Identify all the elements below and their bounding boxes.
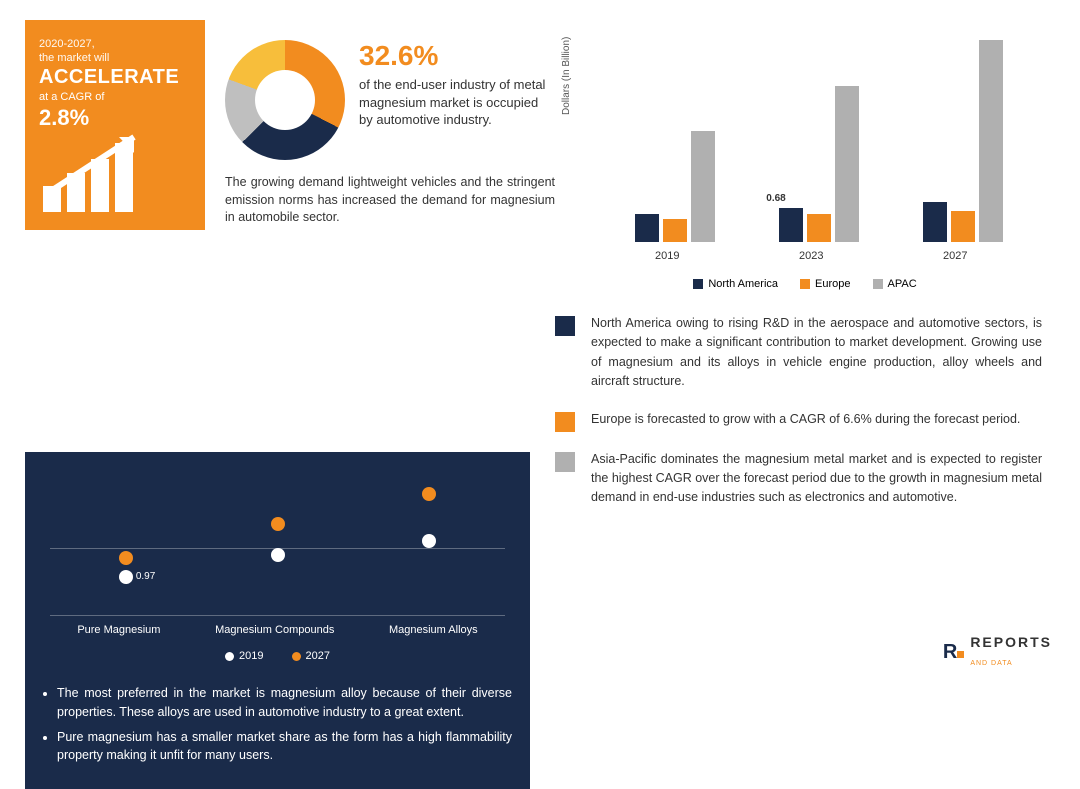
- growth-bars-arrow-icon: [39, 131, 169, 216]
- left-column: 2020-2027, the market will ACCELERATE at…: [25, 20, 530, 789]
- accelerate-box: 2020-2027, the market will ACCELERATE at…: [25, 20, 205, 230]
- bar: [691, 131, 715, 242]
- bar-plot-area: 2019202320270.68: [603, 30, 1035, 242]
- scatter-dot: [271, 517, 285, 531]
- scatter-axis-line: [50, 615, 505, 616]
- accel-accelerate: ACCELERATE: [39, 66, 191, 89]
- scatter-plot-area: 0.97: [50, 480, 505, 616]
- logo: R REPORTS AND DATA: [943, 634, 1052, 670]
- logo-r-icon: R: [943, 641, 964, 664]
- bullet-item: Pure magnesium has a smaller market shar…: [57, 728, 512, 766]
- accel-pretext: the market will: [39, 52, 191, 64]
- bar-ylabel: Dollars (In Billion): [561, 37, 572, 115]
- donut-block: 32.6% of the end-user industry of metal …: [225, 40, 555, 227]
- donut-row: 32.6% of the end-user industry of metal …: [225, 40, 555, 160]
- note-text: North America owing to rising R&D in the…: [591, 314, 1050, 392]
- bar-value-label: 0.68: [766, 193, 785, 204]
- logo-sub: AND DATA: [970, 660, 1012, 667]
- scatter-category: Pure Magnesium: [77, 624, 160, 636]
- scatter-legend-item: 2019: [225, 650, 263, 662]
- bar-group: [764, 86, 874, 242]
- note-swatch: [555, 412, 575, 432]
- bar-category-label: 2019: [655, 250, 679, 262]
- bar: [779, 208, 803, 242]
- bar-legend-item: APAC: [873, 278, 917, 290]
- donut-headline-text: of the end-user industry of metal magnes…: [359, 76, 555, 129]
- accel-cagr-label: at a CAGR of: [39, 91, 191, 103]
- donut-hole: [255, 70, 315, 130]
- accel-period: 2020-2027,: [39, 38, 191, 50]
- region-note: North America owing to rising R&D in the…: [555, 314, 1050, 392]
- region-note: Asia-Pacific dominates the magnesium met…: [555, 450, 1050, 508]
- note-text: Europe is forecasted to grow with a CAGR…: [591, 410, 1050, 432]
- donut-caption: The growing demand lightweight vehicles …: [225, 174, 555, 227]
- bar-category-label: 2023: [799, 250, 823, 262]
- bar: [807, 214, 831, 242]
- scatter-legend-item: 2027: [292, 650, 330, 662]
- scatter-dot: [119, 570, 133, 584]
- note-swatch: [555, 316, 575, 336]
- region-notes: North America owing to rising R&D in the…: [555, 314, 1050, 508]
- right-column: Dollars (In Billion) 2019202320270.68 No…: [555, 20, 1050, 526]
- bullet-list: The most preferred in the market is magn…: [25, 672, 530, 789]
- logo-text-wrap: REPORTS AND DATA: [970, 634, 1052, 670]
- note-swatch: [555, 452, 575, 472]
- scatter-dot: [422, 534, 436, 548]
- scatter-category: Magnesium Alloys: [389, 624, 478, 636]
- region-note: Europe is forecasted to grow with a CAGR…: [555, 410, 1050, 432]
- scatter-category-row: Pure Magnesium Magnesium Compounds Magnesi…: [50, 624, 505, 636]
- scatter-legend: 2019 2027: [25, 650, 530, 662]
- scatter-panel: 0.97 Pure Magnesium Magnesium Compounds Ma…: [25, 452, 530, 672]
- bar: [635, 214, 659, 242]
- bar: [835, 86, 859, 242]
- note-text: Asia-Pacific dominates the magnesium met…: [591, 450, 1050, 508]
- page-root: 2020-2027, the market will ACCELERATE at…: [0, 0, 1080, 684]
- scatter-category: Magnesium Compounds: [215, 624, 334, 636]
- bar: [951, 211, 975, 242]
- bar: [923, 202, 947, 242]
- bar-chart: Dollars (In Billion) 2019202320270.68 No…: [565, 20, 1045, 290]
- accel-cagr-value: 2.8%: [39, 105, 191, 131]
- scatter-dot: [422, 487, 436, 501]
- scatter-dot: [119, 551, 133, 565]
- bar: [663, 219, 687, 242]
- bar-group: [620, 131, 730, 242]
- bar-legend-item: North America: [693, 278, 778, 290]
- donut-text-block: 32.6% of the end-user industry of metal …: [359, 40, 555, 129]
- bar-category-label: 2027: [943, 250, 967, 262]
- scatter-dot: [271, 548, 285, 562]
- donut-headline-pct: 32.6%: [359, 40, 555, 72]
- bar-group: [908, 40, 1018, 242]
- logo-main: REPORTS: [970, 634, 1052, 650]
- bar: [979, 40, 1003, 242]
- bullet-item: The most preferred in the market is magn…: [57, 684, 512, 722]
- scatter-value-label: 0.97: [136, 571, 155, 582]
- donut-chart: [225, 40, 345, 160]
- bar-legend: North America Europe APAC: [565, 278, 1045, 290]
- bar-legend-item: Europe: [800, 278, 850, 290]
